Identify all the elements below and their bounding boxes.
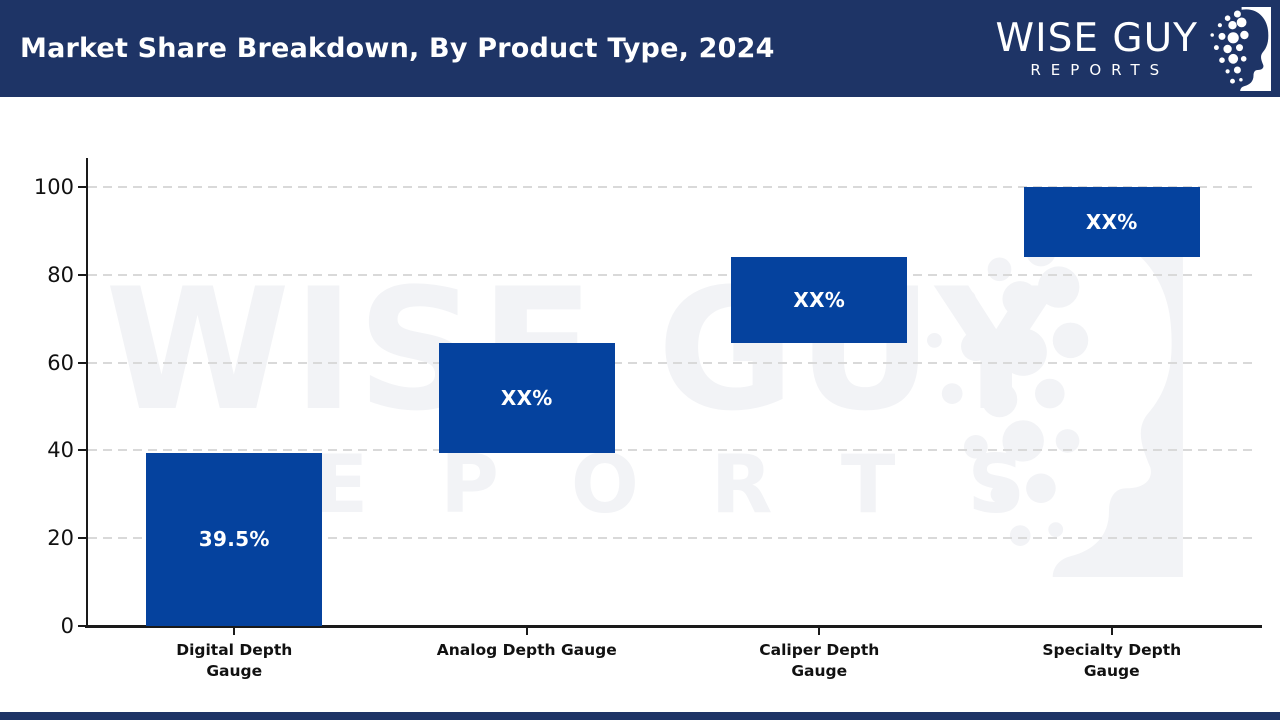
y-tick-60	[78, 361, 88, 364]
x-category-label-line: Specialty Depth	[1042, 641, 1182, 659]
y-tick-label-0: 0	[60, 614, 74, 638]
head-profile-dots-icon	[1210, 7, 1271, 91]
wise-guy-reports-logo: WISE GUY REPORTS	[996, 6, 1272, 92]
logo-text: WISE GUY REPORTS	[995, 16, 1198, 80]
gridline-100	[88, 186, 1258, 188]
x-category-label-line: Gauge	[1083, 662, 1140, 680]
x-tick-0	[233, 628, 236, 635]
gridline-60	[88, 361, 1258, 364]
bar-value-label: XX%	[1085, 210, 1138, 235]
x-axis-line	[85, 625, 1262, 628]
x-tick-3	[1110, 628, 1113, 635]
x-category-label-line: Analog Depth Gauge	[436, 641, 617, 659]
bar-value-label: XX%	[500, 385, 553, 410]
x-category-label-line: Caliper Depth	[759, 641, 880, 659]
gridline-20	[88, 537, 1258, 540]
logo-wordmark: WISE GUY	[995, 16, 1198, 61]
x-category-label-line: Gauge	[791, 662, 848, 680]
y-tick-80	[78, 273, 88, 276]
bar-specialty-depth-gauge: XX%	[1023, 187, 1200, 258]
x-category-label: Caliper Depth Gauge	[709, 640, 929, 682]
x-category-label: Specialty Depth Gauge	[1002, 640, 1222, 682]
gridline-40	[88, 449, 1258, 452]
y-tick-20	[78, 537, 88, 540]
x-tick-2	[818, 628, 821, 635]
y-tick-100	[78, 186, 88, 188]
y-tick-40	[78, 449, 88, 452]
x-category-label: Analog Depth Gauge	[417, 640, 637, 661]
bar-value-label: 39.5%	[198, 527, 270, 552]
bar-analog-depth-gauge: XX%	[438, 343, 615, 453]
x-category-label: Digital Depth Gauge	[124, 640, 344, 682]
header-bar: Market Share Breakdown, By Product Type,…	[0, 0, 1280, 97]
bar-digital-depth-gauge: 39.5%	[146, 452, 323, 626]
footer-bar	[0, 712, 1280, 720]
chart-title: Market Share Breakdown, By Product Type,…	[20, 33, 775, 64]
y-tick-label-20: 20	[47, 526, 74, 551]
y-tick-0	[78, 625, 88, 627]
logo-subtext: REPORTS	[1030, 61, 1170, 79]
y-tick-label-60: 60	[47, 350, 74, 375]
bar-caliper-depth-gauge: XX%	[731, 257, 908, 344]
y-tick-label-100: 100	[33, 175, 74, 199]
x-tick-1	[525, 628, 528, 635]
bar-value-label: XX%	[793, 288, 846, 313]
watermark-head-profile-icon	[927, 222, 1183, 577]
y-axis-line	[86, 158, 88, 628]
y-tick-label-80: 80	[47, 262, 74, 287]
x-category-label-line: Gauge	[206, 662, 263, 680]
y-tick-label-40: 40	[47, 438, 74, 463]
x-category-label-line: Digital Depth	[176, 641, 293, 659]
gridline-80	[88, 273, 1258, 276]
